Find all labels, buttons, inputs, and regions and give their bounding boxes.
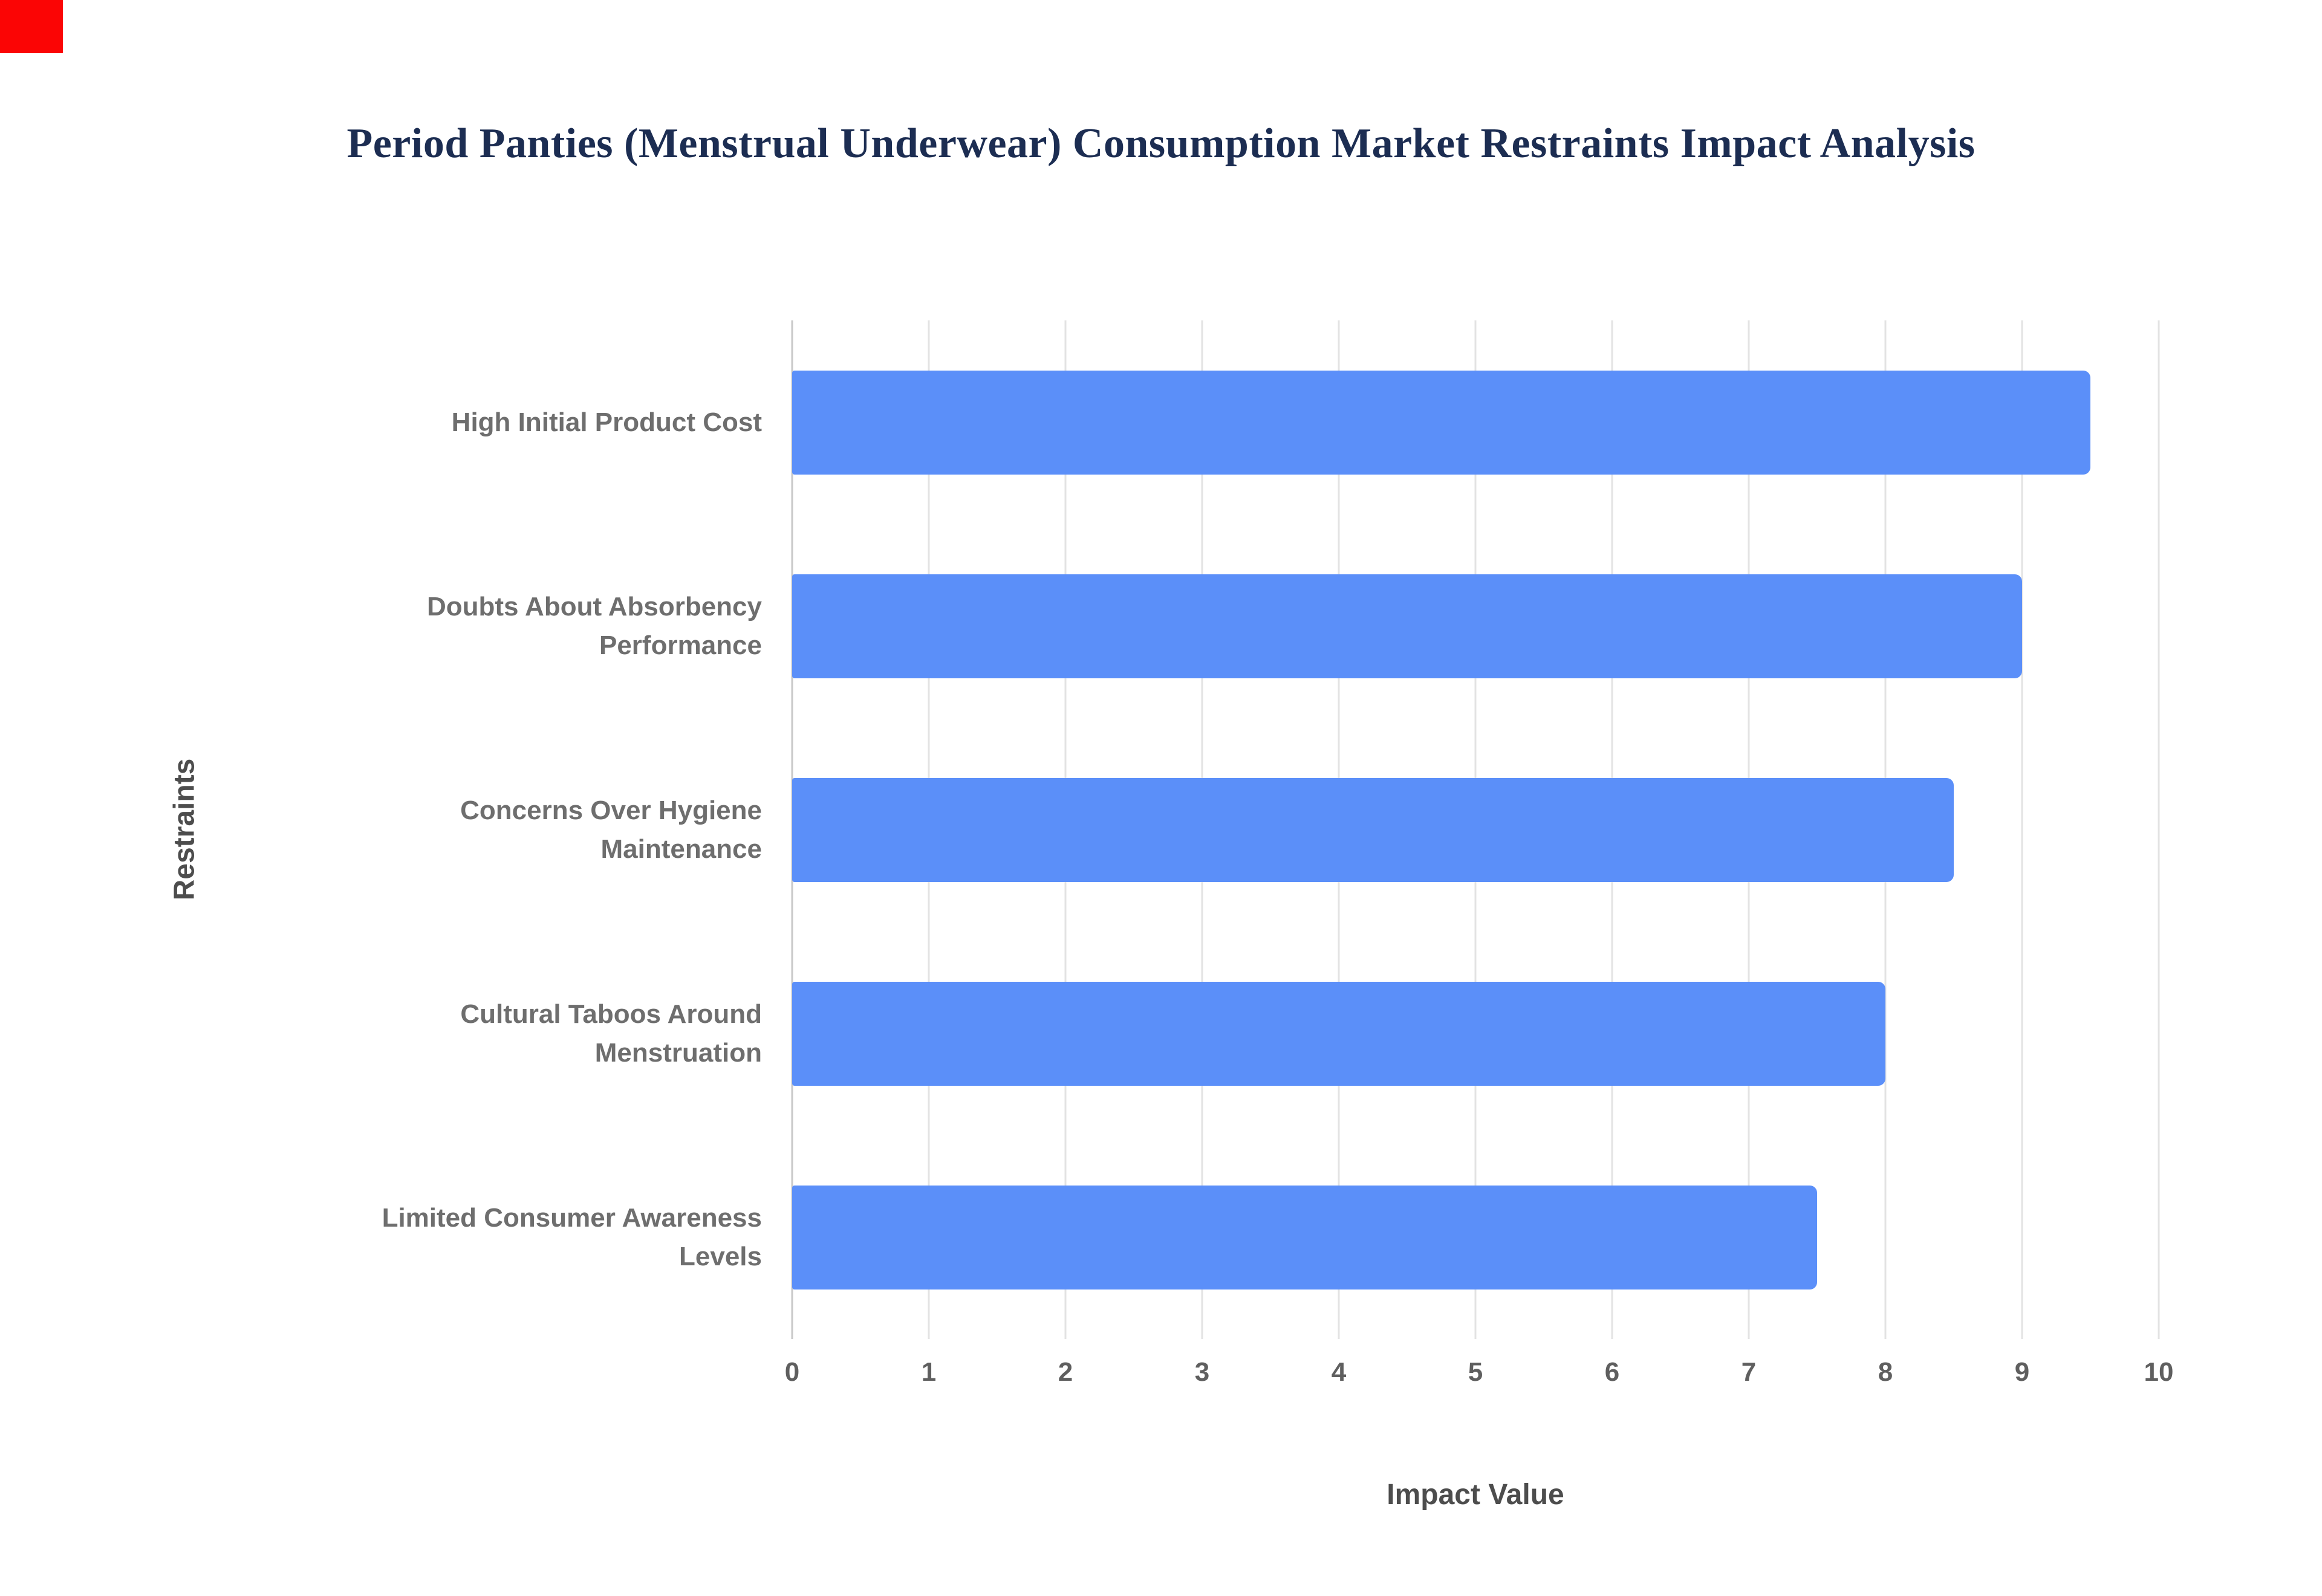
x-tick-label: 3	[1194, 1357, 1210, 1387]
chart-title: Period Panties (Menstrual Underwear) Con…	[346, 120, 1976, 167]
x-tick-label: 4	[1331, 1357, 1347, 1387]
x-tick-label: 9	[2014, 1357, 2030, 1387]
x-tick-label: 6	[1604, 1357, 1620, 1387]
category-label: High Initial Product Cost	[451, 407, 762, 437]
red-marker	[0, 0, 63, 53]
bar-row	[792, 728, 2159, 932]
bar-row	[792, 320, 2159, 524]
x-tick-label: 1	[921, 1357, 937, 1387]
bar-row	[792, 1135, 2159, 1339]
x-tick-label: 10	[2144, 1357, 2174, 1387]
gridline	[2021, 320, 2023, 1339]
x-tick-label: 2	[1058, 1357, 1073, 1387]
bar	[792, 1185, 1817, 1289]
x-tick-label: 7	[1741, 1357, 1757, 1387]
bar-series	[792, 320, 2159, 1339]
bar-row	[792, 932, 2159, 1135]
x-tick-label: 0	[784, 1357, 800, 1387]
gridline	[2158, 320, 2160, 1339]
category-label: Concerns Over Hygiene Maintenance	[460, 795, 762, 864]
x-tick-label: 8	[1878, 1357, 1893, 1387]
x-tick-label: 5	[1468, 1357, 1483, 1387]
category-label: Cultural Taboos Around Menstruation	[460, 999, 762, 1068]
x-axis-tick-labels: 0 1 2 3 4 5 6 7 8 9 10	[785, 1357, 2174, 1400]
bar	[792, 981, 1885, 1086]
bar-chart-plot-area	[791, 320, 2160, 1339]
y-axis-category-labels: High Initial Product Cost Doubts About Ab…	[339, 320, 762, 1339]
category-label: Doubts About Absorbency Performance	[426, 591, 762, 660]
bar-row	[792, 524, 2159, 728]
bar	[792, 777, 1954, 882]
bar	[792, 370, 2090, 475]
y-axis-title: Restraints	[168, 758, 201, 901]
bar	[792, 574, 2022, 678]
x-axis-title: Impact Value	[1387, 1479, 1564, 1511]
category-label: Limited Consumer Awareness Levels	[382, 1202, 762, 1271]
